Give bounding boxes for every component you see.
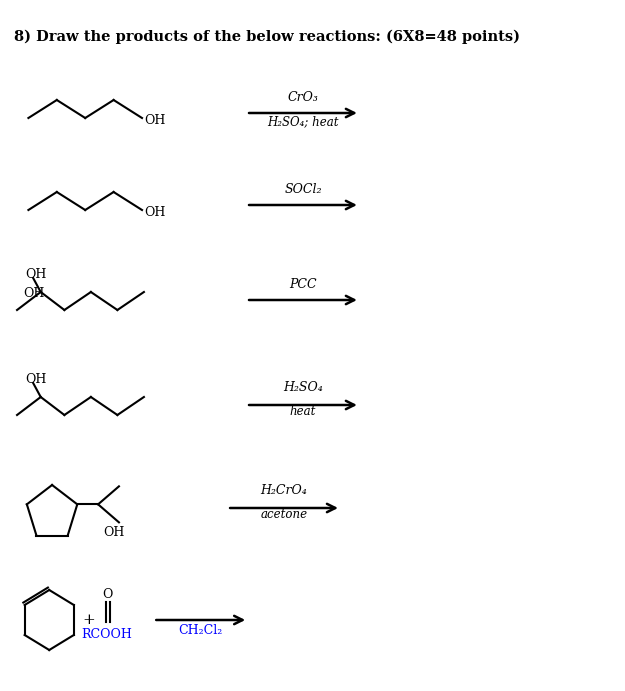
Text: SOCl₂: SOCl₂	[284, 183, 322, 196]
Text: acetone: acetone	[261, 508, 308, 521]
Text: CrO₃: CrO₃	[288, 91, 318, 104]
Text: CH₂Cl₂: CH₂Cl₂	[179, 624, 223, 637]
Text: OH: OH	[103, 526, 124, 539]
Text: heat: heat	[290, 405, 316, 418]
Text: RCOOH: RCOOH	[81, 629, 132, 641]
Text: H₂CrO₄: H₂CrO₄	[261, 484, 308, 497]
Text: OH: OH	[144, 113, 165, 126]
Text: 8) Draw the products of the below reactions: (6X8=48 points): 8) Draw the products of the below reacti…	[14, 30, 520, 44]
Text: OH: OH	[26, 372, 47, 386]
Text: O: O	[102, 587, 112, 600]
Text: OH: OH	[24, 287, 45, 299]
Text: OH: OH	[144, 205, 165, 218]
Text: H₂SO₄; heat: H₂SO₄; heat	[268, 115, 339, 128]
Text: PCC: PCC	[289, 278, 317, 291]
Text: +: +	[82, 613, 96, 627]
Text: OH: OH	[26, 267, 47, 281]
Text: H₂SO₄: H₂SO₄	[283, 381, 323, 394]
